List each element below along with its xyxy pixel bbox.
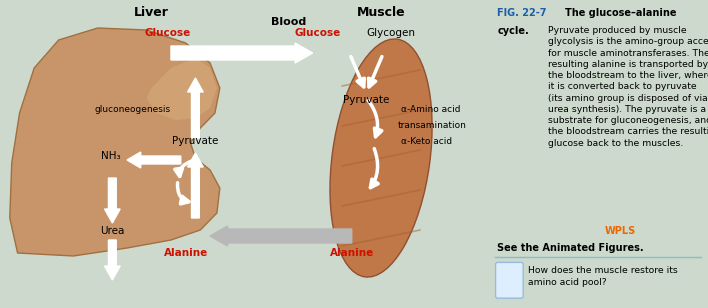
FancyArrow shape [105,240,120,280]
FancyArrow shape [188,153,203,218]
Text: transamination: transamination [398,121,467,131]
Text: The glucose–alanine: The glucose–alanine [565,8,677,18]
Text: Glycogen: Glycogen [366,28,416,38]
FancyArrow shape [210,226,352,246]
Text: Muscle: Muscle [357,6,406,19]
Text: NH₃: NH₃ [101,151,120,161]
FancyArrow shape [105,178,120,223]
Text: α-Keto acid: α-Keto acid [401,137,452,147]
Ellipse shape [330,39,432,277]
FancyArrow shape [188,78,203,138]
Text: Alanine: Alanine [330,248,374,258]
Text: Pyruvate: Pyruvate [172,136,219,146]
Text: Glucose: Glucose [295,28,341,38]
Text: cycle.: cycle. [497,26,529,36]
Text: Liver: Liver [134,6,169,19]
Text: FIG. 22-7: FIG. 22-7 [497,8,547,18]
Text: α-Amino acid: α-Amino acid [401,106,460,115]
Text: Glucose: Glucose [145,28,191,38]
Polygon shape [10,28,219,256]
Text: Blood: Blood [270,17,306,27]
Text: Alanine: Alanine [164,248,207,258]
Text: gluconeogenesis: gluconeogenesis [95,106,171,115]
Text: Pyruvate produced by muscle
glycolysis is the amino-group acceptor
for muscle am: Pyruvate produced by muscle glycolysis i… [548,26,708,148]
FancyArrow shape [127,152,181,168]
Text: How does the muscle restore its
amino acid pool?: How does the muscle restore its amino ac… [528,266,678,286]
Text: WPLS: WPLS [605,226,636,236]
Polygon shape [147,58,217,120]
FancyBboxPatch shape [496,262,523,298]
Text: Pyruvate: Pyruvate [343,95,389,105]
Text: Urea: Urea [100,226,125,236]
FancyArrow shape [171,43,313,63]
Text: ?: ? [506,274,513,287]
Text: See the Animated Figures.: See the Animated Figures. [497,243,644,253]
